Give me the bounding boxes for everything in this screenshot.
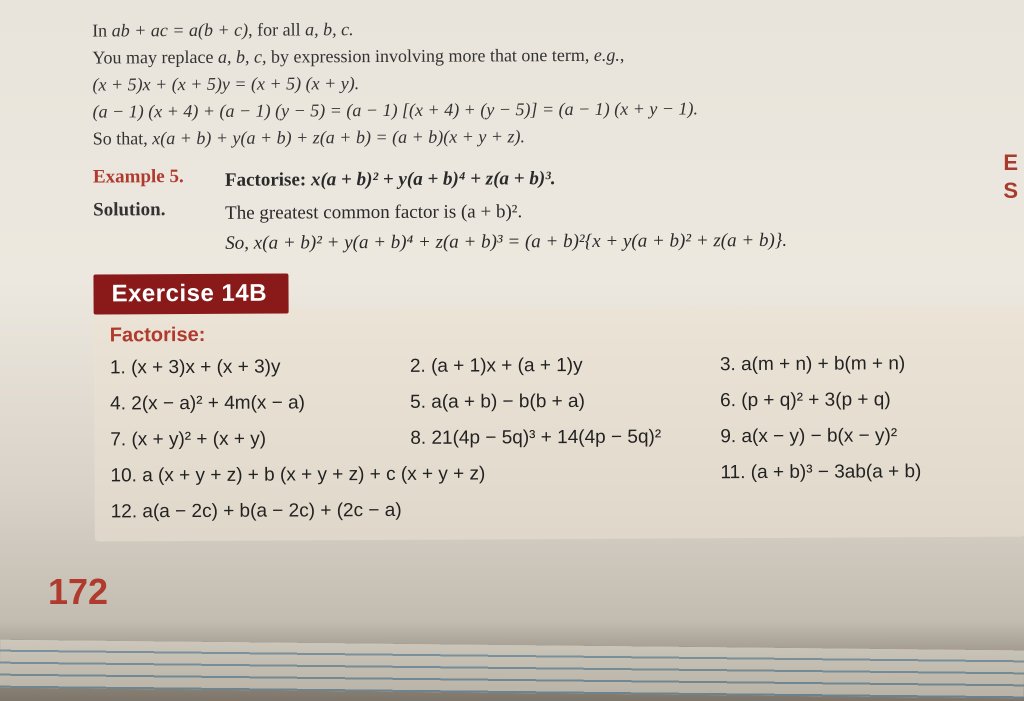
example-title: Factorise: x(a + b)² + y(a + b)⁴ + z(a +… <box>225 164 556 195</box>
question-5: 5. a(a + b) − b(b + a) <box>410 391 720 415</box>
math: ab + ac = a(b + c) <box>112 20 249 41</box>
edge-letter-s: S <box>1003 178 1018 204</box>
solution-label: Solution. <box>93 199 203 222</box>
question-4: 4. 2(x − a)² + 4m(x − a) <box>110 392 410 416</box>
solution-line-1: The greatest common factor is (a + b)². <box>225 196 787 228</box>
question-2: 2. (a + 1)x + (a + 1)y <box>410 355 720 379</box>
question-1: 1. (x + 3)x + (x + 3)y <box>110 356 410 380</box>
question-6: 6. (p + q)² + 3(p + q) <box>720 389 1020 413</box>
page-number: 172 <box>48 571 108 613</box>
example-label: Example 5. <box>93 166 203 189</box>
exercise-box: Factorise: 1. (x + 3)x + (x + 3)y 2. (a … <box>94 306 1024 542</box>
text: In <box>92 20 112 40</box>
intro-line-5: So that, x(a + b) + y(a + b) + z(a + b) … <box>93 121 1015 153</box>
intro-block: In ab + ac = a(b + c), for all a, b, c. … <box>92 13 1015 153</box>
math: x(a + b) + y(a + b) + z(a + b) = (a + b)… <box>152 126 525 148</box>
question-11: 11. (a + b)³ − 3ab(a + b) <box>720 461 1020 485</box>
question-9: 9. a(x − y) − b(x − y)² <box>720 425 1020 449</box>
text: So that, <box>93 128 153 148</box>
solution-line-2: So, x(a + b)² + y(a + b)⁴ + z(a + b)³ = … <box>225 226 787 258</box>
solution-body: The greatest common factor is (a + b)². … <box>225 196 787 258</box>
textbook-page: In ab + ac = a(b + c), for all a, b, c. … <box>0 0 1024 542</box>
text: , for all <box>248 19 305 39</box>
edge-letter-e: E <box>1003 150 1018 176</box>
exercise-heading: Factorise: <box>110 320 1016 348</box>
question-12: 12. a(a − 2c) + b(a − 2c) + (2c − a) <box>111 497 1021 524</box>
text: , <box>620 45 625 65</box>
exercise-banner: Exercise 14B <box>93 274 289 315</box>
text: Factorise: <box>225 169 311 190</box>
question-10: 10. a (x + y + z) + b (x + y + z) + c (x… <box>110 463 720 488</box>
question-3: 3. a(m + n) + b(m + n) <box>720 353 1020 377</box>
eg: e.g. <box>594 45 620 65</box>
text: You may replace <box>92 47 218 68</box>
math: a, b, c, <box>218 47 267 67</box>
math: a, b, c. <box>305 19 354 39</box>
question-8: 8. 21(4p − 5q)³ + 14(4p − 5q)² <box>410 427 720 451</box>
question-7: 7. (x + y)² + (x + y) <box>110 428 410 452</box>
math: x(a + b)² + y(a + b)⁴ + z(a + b)³. <box>311 168 556 190</box>
text: by expression involving more that one te… <box>266 45 594 67</box>
example-block: Example 5. Factorise: x(a + b)² + y(a + … <box>93 162 1015 196</box>
question-grid: 1. (x + 3)x + (x + 3)y 2. (a + 1)x + (a … <box>110 353 1017 524</box>
solution-block: Solution. The greatest common factor is … <box>93 195 1015 259</box>
